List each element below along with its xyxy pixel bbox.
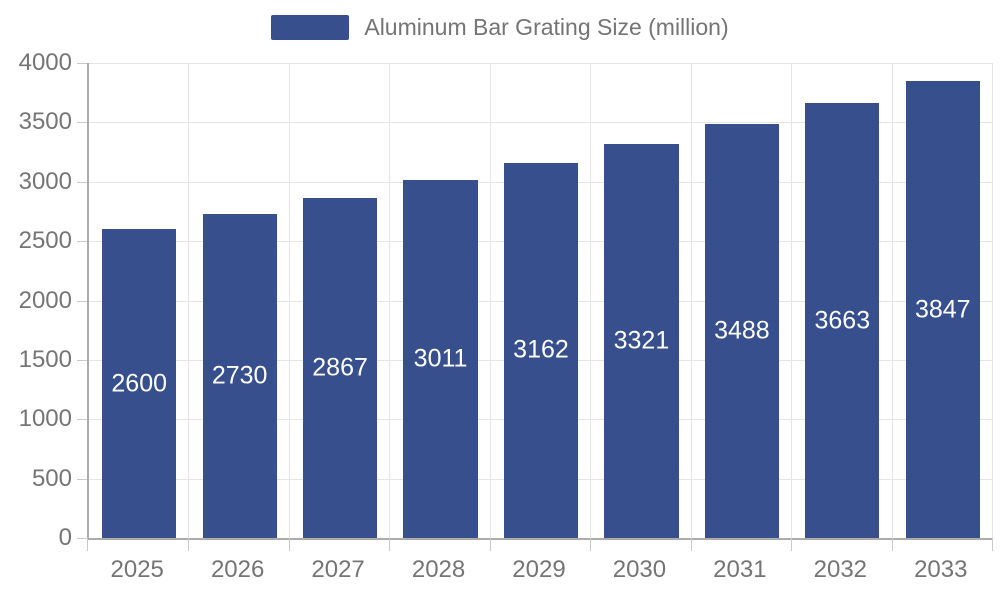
x-tick-label: 2027 bbox=[311, 556, 365, 583]
plot-area: 2600 2730 2867 3011 3162 3321 3488 3663 3847 bbox=[77, 63, 993, 551]
bar-2026: 2730 bbox=[202, 213, 277, 538]
bar-value-label: 3321 bbox=[613, 326, 670, 355]
y-tick-mark bbox=[77, 181, 87, 183]
bar-2031: 3488 bbox=[704, 123, 780, 538]
x-tick-mark bbox=[891, 538, 893, 551]
x-tick-mark bbox=[188, 538, 190, 551]
y-tick-label: 3000 bbox=[18, 167, 72, 195]
y-tick-label: 0 bbox=[58, 524, 72, 551]
x-tick-label: 2029 bbox=[512, 556, 566, 583]
gridline-horizontal bbox=[89, 122, 993, 124]
x-tick-mark bbox=[87, 538, 88, 551]
x-tick-label: 2032 bbox=[813, 556, 868, 583]
bar-2029: 3162 bbox=[503, 162, 579, 538]
bar-value-label: 2600 bbox=[111, 369, 168, 398]
y-tick-label: 3500 bbox=[18, 108, 72, 136]
bar-value-label: 3011 bbox=[413, 344, 468, 373]
x-tick-mark bbox=[389, 538, 391, 551]
gridline-vertical bbox=[288, 63, 290, 538]
x-tick-mark bbox=[489, 538, 491, 551]
x-tick-label: 2028 bbox=[411, 556, 466, 583]
x-tick-label: 2031 bbox=[713, 556, 767, 583]
gridline-vertical bbox=[891, 63, 893, 538]
gridline-vertical bbox=[992, 63, 993, 538]
bar-value-label: 2867 bbox=[312, 353, 368, 382]
y-tick-mark bbox=[77, 538, 87, 539]
y-tick-mark bbox=[77, 122, 87, 124]
bar-2033: 3847 bbox=[905, 81, 980, 538]
gridline-horizontal bbox=[89, 63, 993, 64]
x-tick-label: 2030 bbox=[612, 556, 667, 583]
y-tick-mark bbox=[77, 359, 87, 361]
x-axis-labels: 2025 2026 2027 2028 2029 2030 2031 2032 2033 bbox=[87, 556, 993, 588]
x-tick-label: 2026 bbox=[210, 556, 265, 583]
y-tick-mark bbox=[77, 419, 87, 421]
x-tick-label: 2025 bbox=[110, 556, 164, 583]
y-tick-label: 500 bbox=[31, 464, 72, 492]
bar-value-label: 3847 bbox=[914, 295, 971, 324]
gridline-vertical bbox=[389, 63, 391, 538]
legend-label: Aluminum Bar Grating Size (million) bbox=[364, 14, 729, 40]
x-tick-mark bbox=[791, 538, 793, 551]
gridline-vertical bbox=[690, 63, 692, 538]
bar-value-label: 3162 bbox=[513, 335, 569, 364]
gridline-vertical bbox=[590, 63, 592, 538]
bar-2030: 3321 bbox=[604, 143, 679, 538]
y-tick-label: 1500 bbox=[18, 345, 72, 373]
bar-2028: 3011 bbox=[403, 180, 478, 538]
y-tick-label: 1000 bbox=[18, 405, 72, 433]
x-tick-mark bbox=[288, 538, 290, 551]
y-tick-label: 2500 bbox=[18, 227, 72, 255]
gridline-vertical bbox=[791, 63, 793, 538]
bar-2027: 2867 bbox=[302, 197, 378, 538]
legend: Aluminum Bar Grating Size (million) bbox=[0, 14, 1000, 41]
x-tick-mark bbox=[690, 538, 692, 551]
bar-2025: 2600 bbox=[102, 229, 177, 538]
x-tick-mark bbox=[590, 538, 592, 551]
y-tick-mark bbox=[77, 478, 87, 480]
y-tick-label: 4000 bbox=[18, 49, 72, 76]
y-tick-mark bbox=[77, 300, 87, 302]
bar-value-label: 2730 bbox=[211, 361, 268, 390]
gridline-vertical bbox=[188, 63, 190, 538]
x-tick-label: 2033 bbox=[914, 556, 968, 583]
y-tick-label: 2000 bbox=[18, 286, 72, 314]
bar-value-label: 3488 bbox=[714, 316, 770, 345]
y-tick-mark bbox=[77, 241, 87, 243]
bar-2032: 3663 bbox=[805, 103, 880, 538]
y-axis-labels: 0 500 1000 1500 2000 2500 3000 3500 4000 bbox=[0, 49, 72, 551]
gridline-vertical bbox=[489, 63, 491, 538]
x-tick-mark bbox=[992, 538, 993, 551]
y-tick-mark bbox=[77, 63, 87, 64]
legend-item[interactable]: Aluminum Bar Grating Size (million) bbox=[271, 14, 729, 41]
legend-swatch-icon bbox=[271, 15, 350, 40]
bar-value-label: 3663 bbox=[814, 306, 871, 335]
